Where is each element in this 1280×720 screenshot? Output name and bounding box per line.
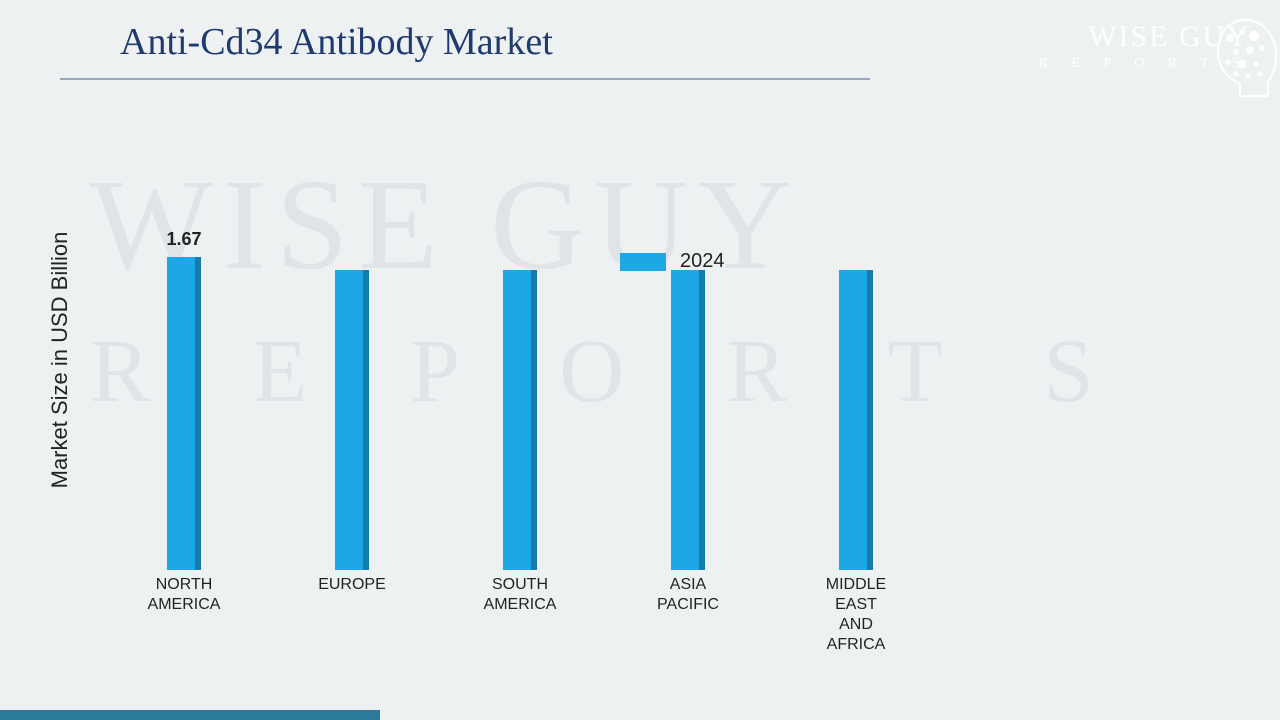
title-underline (0, 78, 870, 80)
chart-title: Anti-Cd34 Antibody Market (120, 20, 553, 64)
x-label: SOUTH AMERICA (460, 575, 580, 655)
brand-line2: R E P O R T S (1039, 56, 1250, 72)
x-label: MIDDLE EAST AND AFRICA (796, 575, 916, 655)
plot-area: 1.67 (100, 120, 940, 570)
bar-0: 1.67 (124, 229, 244, 570)
brand-logo-text: WISE GUY R E P O R T S (1039, 20, 1250, 72)
brand-line1: WISE GUY (1039, 20, 1250, 54)
bar-rect (167, 257, 201, 570)
bar-rect (503, 270, 537, 570)
bar-rect (839, 270, 873, 570)
x-label: EUROPE (292, 575, 412, 655)
y-axis-label: Market Size in USD Billion (47, 232, 73, 489)
x-label: ASIA PACIFIC (628, 575, 748, 655)
x-axis-labels: NORTH AMERICA EUROPE SOUTH AMERICA ASIA PAC… (100, 575, 940, 655)
bar-rect (335, 270, 369, 570)
bars-container: 1.67 (100, 120, 940, 570)
chart-stage: WISE GUY R E P O R T S WISE GUY R E P O … (0, 0, 1280, 720)
bar-value-label: 1.67 (166, 229, 201, 251)
bar-rect (671, 270, 705, 570)
bar-4 (796, 242, 916, 570)
bar-1 (292, 242, 412, 570)
bar-3 (628, 242, 748, 570)
x-label: NORTH AMERICA (124, 575, 244, 655)
bar-2 (460, 242, 580, 570)
bottom-accent-bar (0, 710, 380, 720)
